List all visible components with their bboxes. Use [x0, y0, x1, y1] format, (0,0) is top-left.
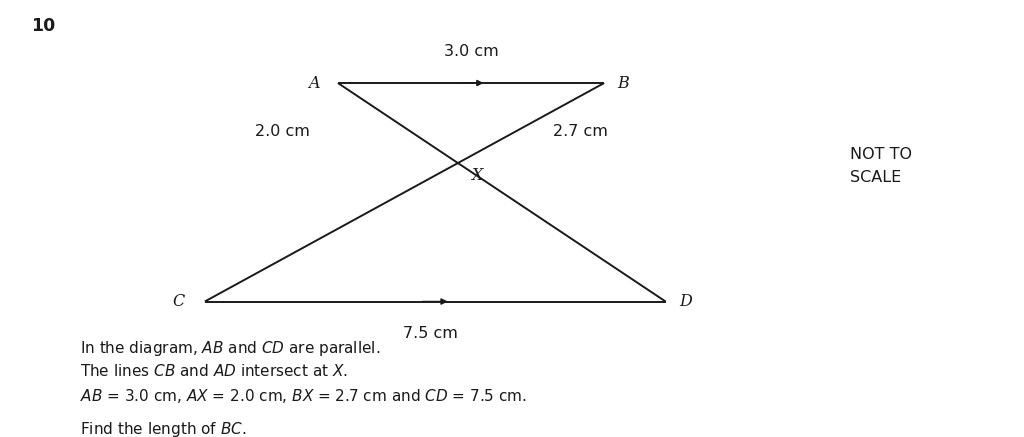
Text: 2.7 cm: 2.7 cm — [553, 124, 608, 139]
Text: B: B — [617, 75, 629, 91]
Text: $AB$ = 3.0 cm, $AX$ = 2.0 cm, $BX$ = 2.7 cm and $CD$ = 7.5 cm.: $AB$ = 3.0 cm, $AX$ = 2.0 cm, $BX$ = 2.7… — [80, 387, 527, 405]
Text: X: X — [471, 166, 482, 184]
Text: 3.0 cm: 3.0 cm — [443, 44, 499, 59]
Text: 2.0 cm: 2.0 cm — [255, 124, 310, 139]
Text: 10: 10 — [31, 17, 55, 35]
Text: A: A — [308, 75, 319, 91]
Text: In the diagram, $AB$ and $CD$ are parallel.: In the diagram, $AB$ and $CD$ are parall… — [80, 339, 380, 357]
Text: The lines $CB$ and $AD$ intersect at $X$.: The lines $CB$ and $AD$ intersect at $X$… — [80, 363, 348, 379]
Text: Find the length of $BC$.: Find the length of $BC$. — [80, 420, 247, 437]
Text: NOT TO
SCALE: NOT TO SCALE — [850, 147, 912, 185]
Text: C: C — [172, 293, 184, 310]
Text: D: D — [679, 293, 692, 310]
Text: 7.5 cm: 7.5 cm — [402, 326, 458, 340]
